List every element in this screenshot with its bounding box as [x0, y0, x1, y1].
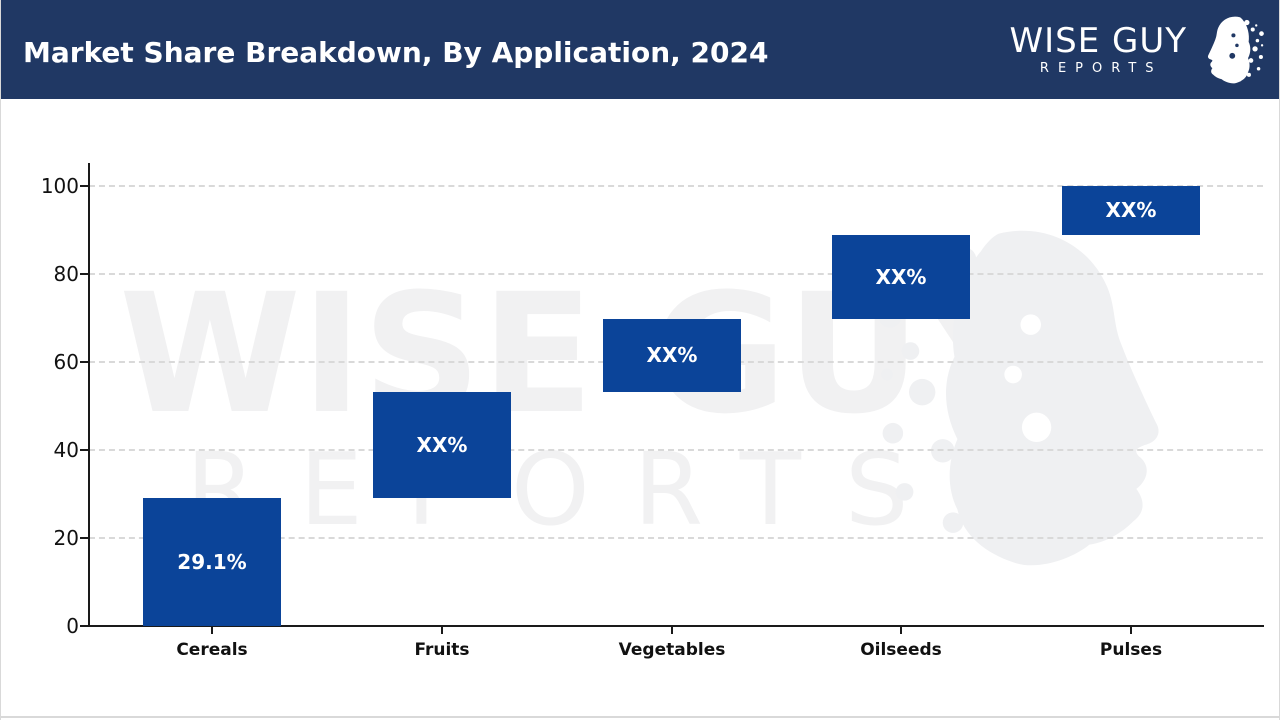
bar-pulses: XX% [1062, 186, 1200, 235]
gridline-20 [89, 537, 1263, 539]
gridline-80 [89, 273, 1263, 275]
logo-subtext: REPORTS [1039, 61, 1163, 77]
bar-oilseeds: XX% [832, 234, 970, 319]
bottom-border-line [1, 716, 1279, 718]
y-tick-mark [80, 625, 88, 627]
header-bar: Market Share Breakdown, By Application, … [1, 0, 1279, 99]
x-tick-mark [211, 627, 213, 634]
y-tick-label-80: 80 [53, 262, 79, 286]
x-tick-mark [1130, 627, 1132, 634]
y-tick-mark [80, 185, 88, 187]
bar-value-label: XX% [875, 264, 927, 289]
gridline-40 [89, 449, 1263, 451]
bar-fruits: XX% [373, 391, 511, 498]
x-tick-mark [900, 627, 902, 634]
logo-wordmark: WISE GUY [1009, 20, 1187, 61]
x-category-label: Oilseeds [860, 640, 942, 660]
bar-value-label: XX% [416, 432, 468, 457]
bar-value-label: XX% [646, 343, 698, 368]
y-tick-mark [80, 537, 88, 539]
x-tick-mark [671, 627, 673, 634]
y-tick-label-20: 20 [53, 526, 79, 550]
y-tick-label-60: 60 [53, 350, 79, 374]
bar-value-label: 29.1% [177, 549, 247, 574]
wise-guy-logo: WISE GUY REPORTS [1009, 6, 1265, 94]
logo-text: WISE GUY REPORTS [1009, 20, 1187, 77]
chart-title: Market Share Breakdown, By Application, … [23, 36, 769, 69]
x-axis-line [88, 625, 1264, 627]
y-axis-line [88, 163, 90, 627]
x-category-label: Vegetables [618, 640, 726, 660]
y-tick-mark [80, 361, 88, 363]
bar-value-label: XX% [1105, 198, 1157, 223]
bar-vegetables: XX% [603, 318, 741, 392]
x-category-label: Cereals [176, 640, 248, 660]
bar-cereals: 29.1% [143, 497, 281, 626]
gridline-100 [89, 185, 1263, 187]
x-tick-mark [441, 627, 443, 634]
x-category-label: Fruits [414, 640, 470, 660]
y-tick-mark [80, 273, 88, 275]
y-tick-label-0: 0 [66, 614, 79, 638]
y-tick-label-40: 40 [53, 438, 79, 462]
watermark-subtext: REPORTS [186, 431, 953, 548]
y-tick-label-100: 100 [40, 174, 79, 198]
logo-face-icon [1207, 16, 1264, 84]
y-tick-mark [80, 449, 88, 451]
x-category-label: Pulses [1099, 640, 1163, 660]
